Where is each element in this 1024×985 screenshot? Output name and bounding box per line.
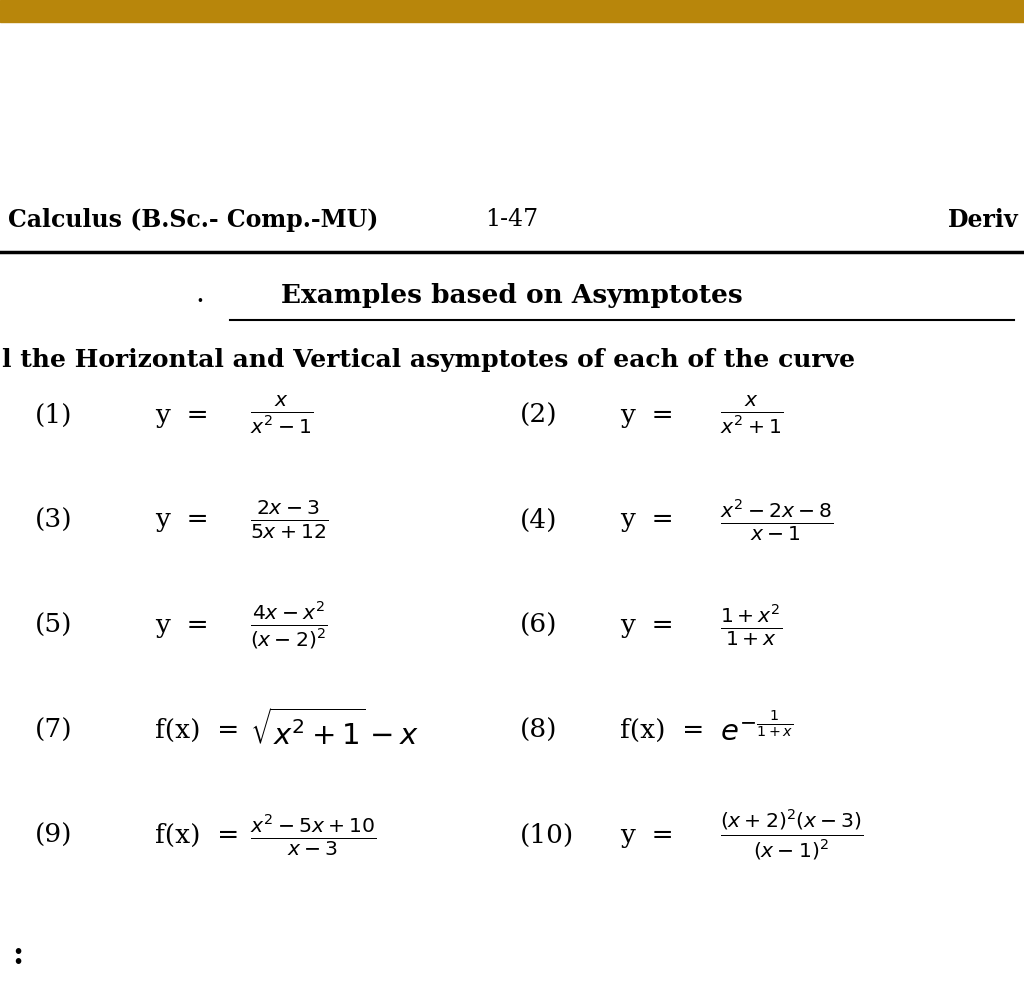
Text: l the Horizontal and Vertical asymptotes of each of the curve: l the Horizontal and Vertical asymptotes… xyxy=(2,348,855,372)
Text: (1): (1) xyxy=(35,403,73,427)
Text: $\frac{x}{x^2+1}$: $\frac{x}{x^2+1}$ xyxy=(720,394,783,436)
Text: f(x)  =: f(x) = xyxy=(155,717,240,743)
Text: $\frac{1+x^2}{1+x}$: $\frac{1+x^2}{1+x}$ xyxy=(720,602,782,648)
Text: Calculus (B.Sc.- Comp.-MU): Calculus (B.Sc.- Comp.-MU) xyxy=(8,208,379,232)
Text: y  =: y = xyxy=(620,822,674,847)
Text: (8): (8) xyxy=(520,717,557,743)
Text: (7): (7) xyxy=(35,717,73,743)
Text: (6): (6) xyxy=(520,613,557,637)
Text: $e^{-\frac{1}{1+x}}$: $e^{-\frac{1}{1+x}}$ xyxy=(720,713,794,748)
Text: $\sqrt{x^2+1} - x$: $\sqrt{x^2+1} - x$ xyxy=(250,709,419,751)
Text: (4): (4) xyxy=(520,507,557,533)
Text: y  =: y = xyxy=(620,507,674,533)
Text: Examples based on Asymptotes: Examples based on Asymptotes xyxy=(282,283,742,307)
Text: f(x)  =: f(x) = xyxy=(620,717,705,743)
Text: y  =: y = xyxy=(620,613,674,637)
Text: Deriv: Deriv xyxy=(948,208,1019,232)
Text: $\frac{x^2-2x-8}{x-1}$: $\frac{x^2-2x-8}{x-1}$ xyxy=(720,497,834,543)
Text: $\frac{2x-3}{5x+12}$: $\frac{2x-3}{5x+12}$ xyxy=(250,498,328,541)
Text: 1-47: 1-47 xyxy=(485,209,539,231)
Text: (9): (9) xyxy=(35,822,73,847)
Text: (3): (3) xyxy=(35,507,73,533)
Text: (10): (10) xyxy=(520,822,574,847)
Text: f(x)  =: f(x) = xyxy=(155,822,240,847)
Text: .: . xyxy=(195,282,204,308)
Text: (5): (5) xyxy=(35,613,73,637)
Text: $\frac{x^2-5x+10}{x-3}$: $\frac{x^2-5x+10}{x-3}$ xyxy=(250,812,376,858)
Text: (2): (2) xyxy=(520,403,558,427)
Text: y  =: y = xyxy=(155,613,209,637)
Text: $\frac{4x-x^2}{(x-2)^2}$: $\frac{4x-x^2}{(x-2)^2}$ xyxy=(250,599,328,651)
Text: :: : xyxy=(12,940,24,970)
Text: $\frac{x}{x^2-1}$: $\frac{x}{x^2-1}$ xyxy=(250,394,313,436)
Bar xyxy=(0,0,1024,22)
Text: $\frac{(x+2)^2(x-3)}{(x-1)^2}$: $\frac{(x+2)^2(x-3)}{(x-1)^2}$ xyxy=(720,808,864,862)
Text: y  =: y = xyxy=(620,403,674,427)
Text: y  =: y = xyxy=(155,403,209,427)
Text: y  =: y = xyxy=(155,507,209,533)
